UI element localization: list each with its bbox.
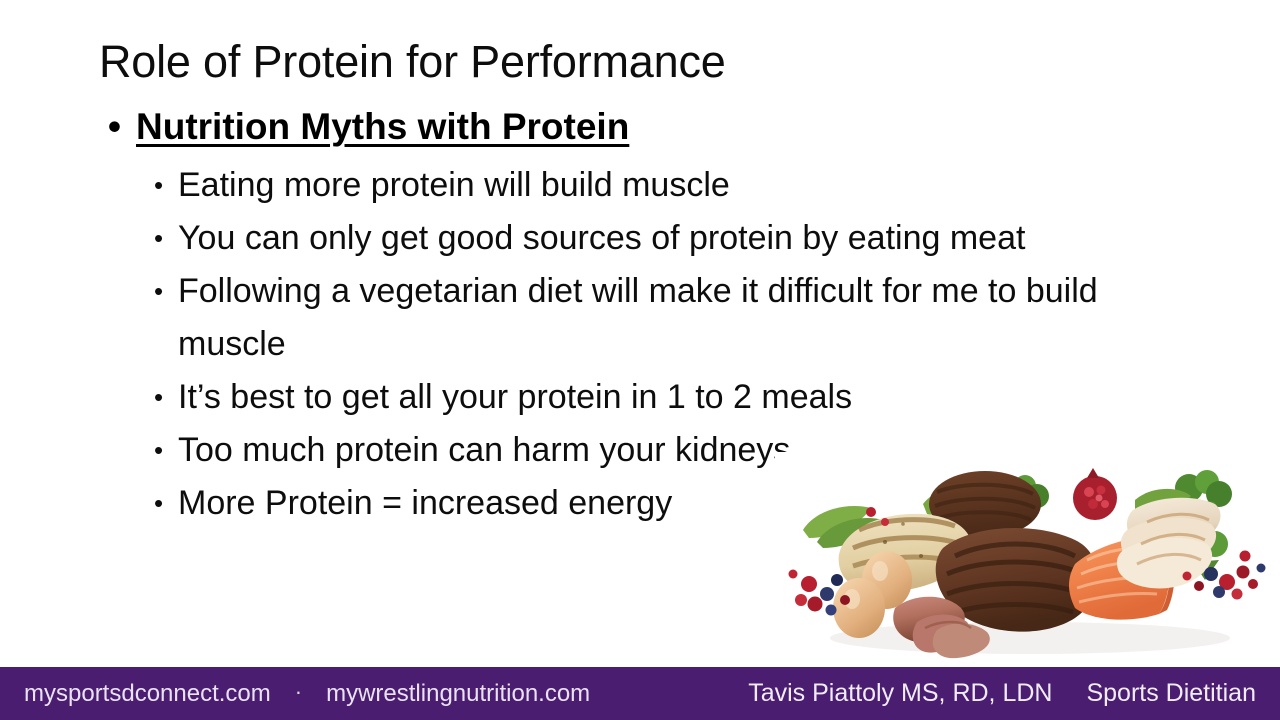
list-item-label: Eating more protein will build muscle [178, 166, 730, 204]
footer-presenter: Tavis Piattoly MS, RD, LDN Sports Dietit… [748, 679, 1262, 708]
bullet-marker-icon: • [154, 382, 164, 412]
footer-separator-dot: · [294, 678, 303, 704]
list-item-label: More Protein = increased energy [178, 484, 673, 522]
bullet-marker-icon: • [154, 435, 164, 465]
website-primary[interactable]: mysportsdconnect.com [24, 679, 271, 707]
bullet-marker-icon: • [154, 223, 164, 253]
list-item-label: It’s best to get all your protein in 1 t… [178, 378, 853, 416]
website-secondary[interactable]: mywrestlingnutrition.com [326, 679, 591, 707]
footer-bar: mysportsdconnect.com · mywrestlingnutrit… [0, 667, 1280, 720]
footer-websites: mysportsdconnect.com · mywrestlingnutrit… [24, 678, 591, 708]
bullet-marker-icon: • [154, 488, 164, 518]
slide-body: • Nutrition Myths with Protein • Eating … [0, 104, 1180, 530]
list-item: • It’s best to get all your protein in 1… [0, 371, 1180, 424]
presenter-name: Tavis Piattoly MS, RD, LDN [748, 679, 1053, 707]
presenter-role: Sports Dietitian [1086, 679, 1256, 707]
list-item: • Following a vegetarian diet will make … [0, 265, 1180, 371]
section-bullet: • Nutrition Myths with Protein [0, 104, 1180, 150]
list-item: • Too much protein can harm your kidneys [0, 424, 1180, 477]
bullet-marker-icon: • [154, 276, 164, 306]
list-item-label: You can only get good sources of protein… [178, 219, 1026, 257]
bullet-marker-icon: • [108, 106, 121, 147]
protein-foods-image [775, 452, 1273, 666]
list-item: • Eating more protein will build muscle [0, 159, 1180, 212]
list-item-label: Too much protein can harm your kidneys [178, 431, 791, 469]
bullet-marker-icon: • [154, 170, 164, 200]
list-item-label: Following a vegetarian diet will make it… [178, 272, 1098, 363]
list-item: • More Protein = increased energy [0, 477, 1180, 530]
section-bullet-label: Nutrition Myths with Protein [136, 106, 630, 147]
slide-title: Role of Protein for Performance [99, 36, 726, 87]
list-item: • You can only get good sources of prote… [0, 212, 1180, 265]
